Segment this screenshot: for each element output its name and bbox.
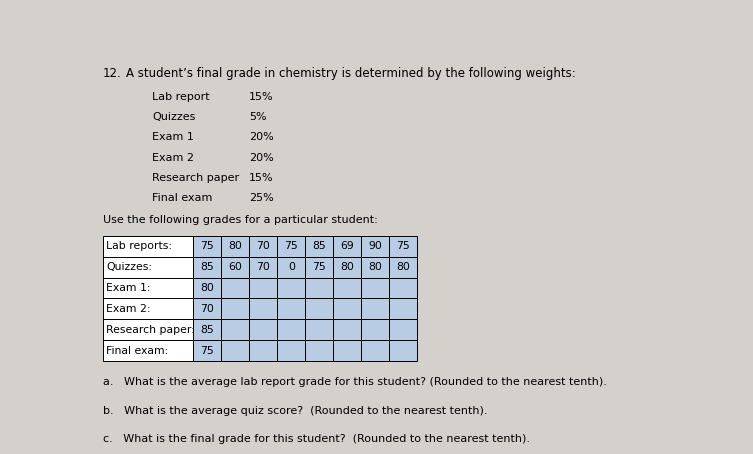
Text: 20%: 20% (248, 153, 273, 163)
Bar (221, 298, 249, 320)
Text: 80: 80 (340, 262, 355, 272)
Text: 70: 70 (257, 241, 270, 251)
Text: Lab report: Lab report (152, 92, 210, 102)
Text: a.   What is the average lab report grade for this student? (Rounded to the near: a. What is the average lab report grade … (103, 377, 607, 387)
Text: 75: 75 (285, 241, 298, 251)
Bar (103, 277, 194, 298)
Bar (277, 298, 306, 320)
Text: Exam 1:: Exam 1: (106, 283, 151, 293)
Text: 60: 60 (228, 262, 242, 272)
Text: 75: 75 (312, 262, 326, 272)
Text: 85: 85 (200, 325, 214, 335)
Text: 80: 80 (397, 262, 410, 272)
Text: Quizzes:: Quizzes: (106, 262, 152, 272)
Bar (103, 298, 194, 320)
Text: b.   What is the average quiz score?  (Rounded to the nearest tenth).: b. What is the average quiz score? (Roun… (103, 406, 487, 416)
Bar (334, 320, 361, 340)
Text: 15%: 15% (248, 173, 273, 183)
Bar (306, 340, 334, 361)
Bar (249, 320, 277, 340)
Text: 90: 90 (368, 241, 383, 251)
Bar (389, 298, 417, 320)
Bar (306, 257, 334, 277)
Text: Research paper:: Research paper: (106, 325, 195, 335)
Bar (249, 257, 277, 277)
Bar (221, 320, 249, 340)
Text: 75: 75 (397, 241, 410, 251)
Text: Final exam: Final exam (152, 193, 213, 203)
Bar (103, 320, 194, 340)
Bar (361, 298, 389, 320)
Bar (249, 236, 277, 257)
Text: Exam 2:: Exam 2: (106, 304, 151, 314)
Text: Use the following grades for a particular student:: Use the following grades for a particula… (103, 215, 377, 225)
Bar (194, 340, 221, 361)
Bar (389, 340, 417, 361)
Bar (221, 257, 249, 277)
Bar (389, 277, 417, 298)
Bar (361, 257, 389, 277)
Bar (389, 320, 417, 340)
Bar (249, 277, 277, 298)
Bar (306, 320, 334, 340)
Bar (249, 298, 277, 320)
Text: 75: 75 (200, 241, 214, 251)
Text: 85: 85 (200, 262, 214, 272)
Text: 69: 69 (340, 241, 354, 251)
Bar (361, 236, 389, 257)
Text: Lab reports:: Lab reports: (106, 241, 172, 251)
Bar (306, 298, 334, 320)
Bar (334, 298, 361, 320)
Text: Exam 2: Exam 2 (152, 153, 194, 163)
Bar (194, 320, 221, 340)
Text: 5%: 5% (248, 112, 267, 122)
Text: 25%: 25% (248, 193, 273, 203)
Bar (221, 277, 249, 298)
Text: 80: 80 (368, 262, 383, 272)
Bar (103, 257, 194, 277)
Bar (277, 340, 306, 361)
Bar (277, 320, 306, 340)
Text: Final exam:: Final exam: (106, 346, 169, 356)
Bar (194, 277, 221, 298)
Bar (277, 277, 306, 298)
Bar (277, 236, 306, 257)
Text: A student’s final grade in chemistry is determined by the following weights:: A student’s final grade in chemistry is … (127, 67, 576, 80)
Text: Quizzes: Quizzes (152, 112, 196, 122)
Bar (221, 236, 249, 257)
Bar (306, 236, 334, 257)
Bar (389, 236, 417, 257)
Text: 80: 80 (200, 283, 215, 293)
Bar (277, 257, 306, 277)
Text: 75: 75 (200, 346, 214, 356)
Bar (334, 257, 361, 277)
Bar (334, 340, 361, 361)
Bar (361, 277, 389, 298)
Bar (389, 257, 417, 277)
Text: 80: 80 (228, 241, 242, 251)
Bar (306, 277, 334, 298)
Text: 12.: 12. (103, 67, 122, 80)
Bar (194, 236, 221, 257)
Text: 20%: 20% (248, 133, 273, 143)
Bar (249, 340, 277, 361)
Bar (361, 340, 389, 361)
Bar (361, 320, 389, 340)
Bar (334, 236, 361, 257)
Text: 0: 0 (288, 262, 295, 272)
Text: Exam 1: Exam 1 (152, 133, 194, 143)
Bar (194, 298, 221, 320)
Bar (221, 340, 249, 361)
Bar (194, 257, 221, 277)
Text: 85: 85 (312, 241, 326, 251)
Bar (103, 236, 194, 257)
Text: 70: 70 (200, 304, 215, 314)
Text: 70: 70 (257, 262, 270, 272)
Text: Research paper: Research paper (152, 173, 239, 183)
Text: c.   What is the final grade for this student?  (Rounded to the nearest tenth).: c. What is the final grade for this stud… (103, 434, 530, 444)
Bar (103, 340, 194, 361)
Bar (334, 277, 361, 298)
Text: 15%: 15% (248, 92, 273, 102)
